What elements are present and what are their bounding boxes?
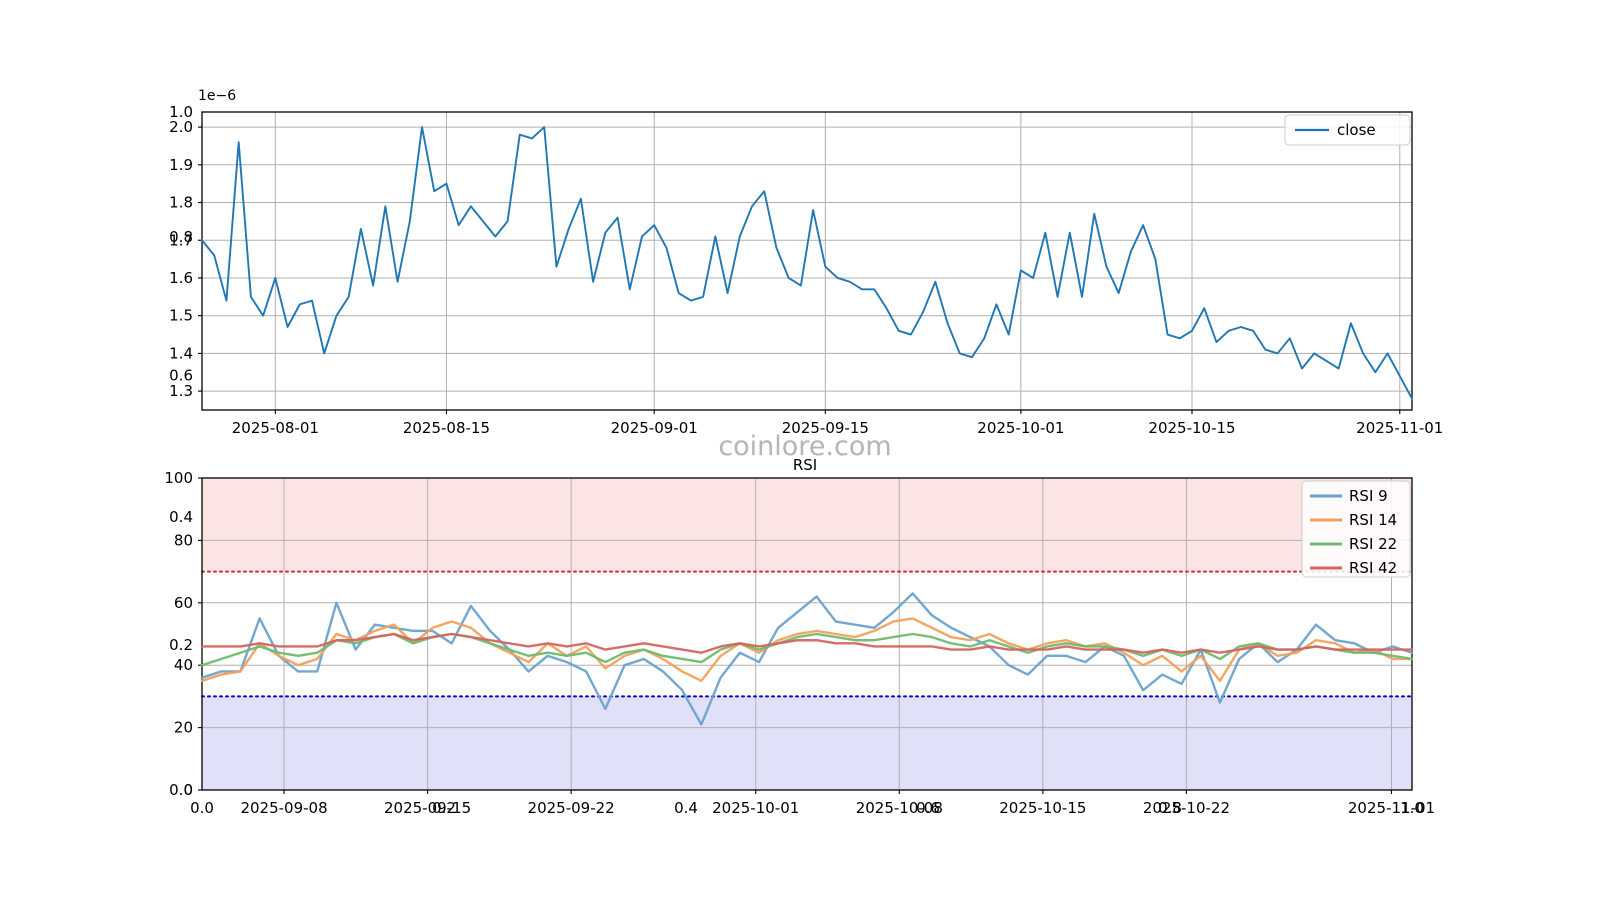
rsi-legend-box — [1301, 480, 1411, 578]
rsi-series-rsi-9 — [200, 592, 1414, 726]
price-legend-label: close — [1337, 121, 1376, 139]
rsi-panel-title: RSI — [793, 456, 817, 474]
rsi-xtick-label: 2025-10-22 — [1143, 799, 1230, 817]
price-xtick-label: 2025-09-15 — [782, 419, 869, 437]
price-xtick-label: 2025-10-01 — [977, 419, 1064, 437]
price-axes-frame — [201, 111, 1413, 411]
rsi-legend-label: RSI 42 — [1349, 559, 1397, 577]
price-ytick-label: 1.5 — [169, 307, 193, 325]
rsi-ytick-label: 40 — [174, 656, 193, 674]
rsi-xtick-label: 2025-11-01 — [1348, 799, 1435, 817]
price-xtick-label: 2025-08-01 — [232, 419, 319, 437]
rsi-band — [202, 478, 1412, 572]
price-series-close — [201, 126, 1413, 400]
price-xtick-label: 2025-11-01 — [1356, 419, 1443, 437]
rsi-legend-label: RSI 22 — [1349, 535, 1397, 553]
rsi-xtick-label: 2025-10-08 — [856, 799, 943, 817]
price-legend-box — [1284, 114, 1411, 146]
rsi-secondary-ytick-label: 0.0 — [169, 781, 193, 799]
watermark: coinlore.com — [718, 431, 891, 462]
price-legend[interactable]: close — [1284, 114, 1411, 146]
price-secondary-ytick-label: 0.6 — [169, 367, 193, 385]
price-ytick-label: 1.6 — [169, 269, 193, 287]
price-ytick-label: 1.7 — [169, 231, 193, 249]
rsi-series-rsi-42 — [200, 632, 1414, 654]
price-xtick-label: 2025-10-15 — [1148, 419, 1235, 437]
price-xtick-label: 2025-09-01 — [611, 419, 698, 437]
rsi-secondary-xtick-label: 1.0 — [1400, 799, 1424, 817]
price-panel: 1.3 1.4 1.5 1.6 1.7 1.8 1.9 2.0 2025-08-01 2025-0… — [169, 88, 1443, 437]
rsi-series-rsi-14 — [200, 617, 1414, 682]
price-ytick-label: 1.8 — [169, 194, 193, 212]
price-secondary-ytick-label: 0.8 — [169, 228, 193, 246]
rsi-secondary-xtick-label: 0.2 — [432, 799, 456, 817]
rsi-xtick-label: 2025-09-15 — [384, 799, 471, 817]
price-secondary-ytick-label: 1.0 — [169, 103, 193, 121]
price-ytick-label: 2.0 — [169, 118, 193, 136]
rsi-xtick-label: 2025-10-01 — [712, 799, 799, 817]
rsi-band — [202, 696, 1412, 790]
rsi-ytick-label: 0 — [183, 781, 193, 799]
price-ytick-label: 1.9 — [169, 156, 193, 174]
price-xtick-label: 2025-08-15 — [403, 419, 490, 437]
rsi-ytick-label: 20 — [174, 719, 193, 737]
rsi-xtick-label: 2025-09-22 — [528, 799, 615, 817]
rsi-secondary-ytick-label: 0.2 — [169, 636, 193, 654]
rsi-secondary-ytick-label: 0.4 — [169, 508, 193, 526]
rsi-legend[interactable]: RSI 9 RSI 14 RSI 22 RSI 42 — [1301, 480, 1411, 578]
rsi-legend-label: RSI 14 — [1349, 511, 1397, 529]
rsi-xtick-label: 2025-10-15 — [999, 799, 1086, 817]
rsi-legend-label: RSI 9 — [1349, 487, 1388, 505]
price-ytick-label: 1.3 — [169, 382, 193, 400]
rsi-panel: 0 20 40 60 80 100 0.0 0.2 0.4 2025-09-08 2025-09-1… — [164, 469, 1435, 817]
price-ytick-label: 1.4 — [169, 344, 193, 362]
rsi-ytick-label: 100 — [164, 469, 193, 487]
price-axis-offset-label: 1e−6 — [198, 88, 236, 104]
rsi-xtick-label: 2025-09-08 — [240, 799, 327, 817]
rsi-series-rsi-22 — [200, 632, 1414, 667]
rsi-secondary-xtick-label: 0.8 — [1158, 799, 1182, 817]
rsi-secondary-xtick-label: 0.6 — [916, 799, 940, 817]
rsi-secondary-xtick-label: 0.4 — [674, 799, 698, 817]
rsi-axes-frame — [201, 477, 1413, 791]
rsi-secondary-xtick-label: 0.0 — [190, 799, 214, 817]
rsi-ytick-label: 80 — [174, 531, 193, 549]
rsi-ytick-label: 60 — [174, 594, 193, 612]
